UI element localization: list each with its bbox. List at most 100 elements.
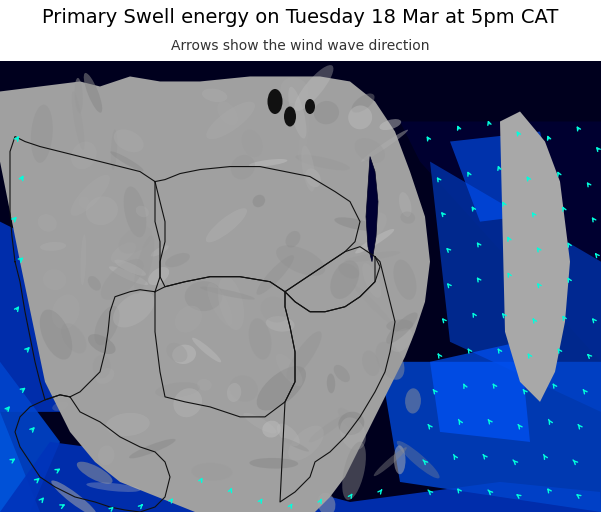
Ellipse shape: [109, 266, 148, 285]
Ellipse shape: [355, 229, 394, 253]
Ellipse shape: [197, 379, 212, 391]
Ellipse shape: [185, 281, 222, 311]
Ellipse shape: [79, 197, 90, 209]
Ellipse shape: [284, 106, 296, 126]
Ellipse shape: [334, 365, 350, 382]
Ellipse shape: [348, 105, 372, 130]
Ellipse shape: [257, 366, 306, 411]
Ellipse shape: [243, 413, 276, 433]
Ellipse shape: [362, 351, 380, 376]
Ellipse shape: [305, 168, 321, 187]
Ellipse shape: [342, 442, 366, 500]
Ellipse shape: [340, 417, 366, 450]
Polygon shape: [0, 76, 430, 512]
Ellipse shape: [282, 438, 309, 452]
Ellipse shape: [40, 242, 66, 251]
Ellipse shape: [362, 263, 381, 298]
Ellipse shape: [262, 421, 281, 438]
Ellipse shape: [31, 104, 53, 163]
Ellipse shape: [207, 283, 233, 326]
Text: Primary Swell energy on Tuesday 18 Mar at 5pm CAT: Primary Swell energy on Tuesday 18 Mar a…: [42, 8, 559, 27]
Ellipse shape: [155, 382, 200, 398]
Ellipse shape: [192, 337, 221, 362]
Ellipse shape: [345, 251, 400, 262]
Ellipse shape: [51, 480, 97, 512]
Ellipse shape: [405, 388, 421, 414]
Ellipse shape: [298, 112, 310, 162]
Ellipse shape: [266, 316, 294, 332]
Polygon shape: [430, 342, 530, 442]
Ellipse shape: [75, 78, 83, 113]
Ellipse shape: [267, 89, 282, 114]
Ellipse shape: [81, 234, 86, 285]
Ellipse shape: [86, 197, 118, 225]
Ellipse shape: [88, 276, 101, 291]
Polygon shape: [0, 412, 40, 512]
Ellipse shape: [206, 102, 255, 139]
Polygon shape: [366, 157, 378, 262]
Ellipse shape: [277, 423, 300, 446]
Ellipse shape: [165, 253, 190, 267]
Ellipse shape: [354, 212, 387, 244]
Polygon shape: [400, 121, 601, 362]
Ellipse shape: [93, 355, 111, 378]
Ellipse shape: [77, 462, 112, 484]
Ellipse shape: [96, 368, 114, 384]
Ellipse shape: [218, 101, 238, 125]
Ellipse shape: [206, 208, 247, 242]
Ellipse shape: [172, 345, 196, 364]
Ellipse shape: [52, 401, 69, 411]
Ellipse shape: [52, 294, 79, 329]
Ellipse shape: [174, 388, 202, 417]
Ellipse shape: [218, 276, 244, 330]
Ellipse shape: [110, 152, 144, 171]
Ellipse shape: [261, 297, 290, 323]
Ellipse shape: [87, 482, 141, 492]
Ellipse shape: [314, 101, 339, 124]
Ellipse shape: [327, 374, 335, 393]
Ellipse shape: [249, 159, 287, 167]
Ellipse shape: [200, 287, 255, 300]
Ellipse shape: [61, 323, 87, 353]
Ellipse shape: [134, 236, 154, 294]
Polygon shape: [450, 132, 560, 222]
Polygon shape: [0, 222, 80, 412]
Ellipse shape: [285, 231, 300, 247]
Ellipse shape: [294, 65, 334, 111]
Ellipse shape: [101, 259, 144, 300]
Ellipse shape: [70, 175, 110, 216]
Ellipse shape: [166, 343, 188, 362]
Ellipse shape: [43, 269, 66, 290]
Ellipse shape: [386, 319, 413, 331]
Ellipse shape: [124, 186, 146, 237]
Ellipse shape: [338, 263, 359, 279]
Ellipse shape: [72, 91, 85, 150]
Ellipse shape: [88, 334, 115, 354]
Ellipse shape: [338, 408, 363, 434]
Ellipse shape: [361, 130, 408, 162]
Ellipse shape: [191, 463, 233, 481]
Ellipse shape: [394, 260, 416, 300]
Polygon shape: [500, 112, 570, 402]
Ellipse shape: [38, 214, 56, 232]
Ellipse shape: [40, 310, 72, 359]
Ellipse shape: [318, 493, 335, 512]
Ellipse shape: [114, 260, 146, 276]
Ellipse shape: [376, 342, 404, 380]
Ellipse shape: [230, 375, 258, 402]
Ellipse shape: [227, 383, 241, 402]
Ellipse shape: [386, 312, 418, 344]
Text: Arrows show the wind wave direction: Arrows show the wind wave direction: [171, 39, 430, 53]
Ellipse shape: [276, 354, 303, 386]
Ellipse shape: [301, 145, 316, 191]
Ellipse shape: [84, 73, 102, 113]
Ellipse shape: [136, 206, 149, 217]
Ellipse shape: [129, 439, 175, 458]
Ellipse shape: [118, 226, 152, 253]
Ellipse shape: [353, 284, 392, 324]
Ellipse shape: [249, 458, 298, 468]
Ellipse shape: [305, 99, 315, 114]
Ellipse shape: [114, 130, 144, 152]
Ellipse shape: [400, 211, 415, 224]
Ellipse shape: [394, 445, 406, 474]
